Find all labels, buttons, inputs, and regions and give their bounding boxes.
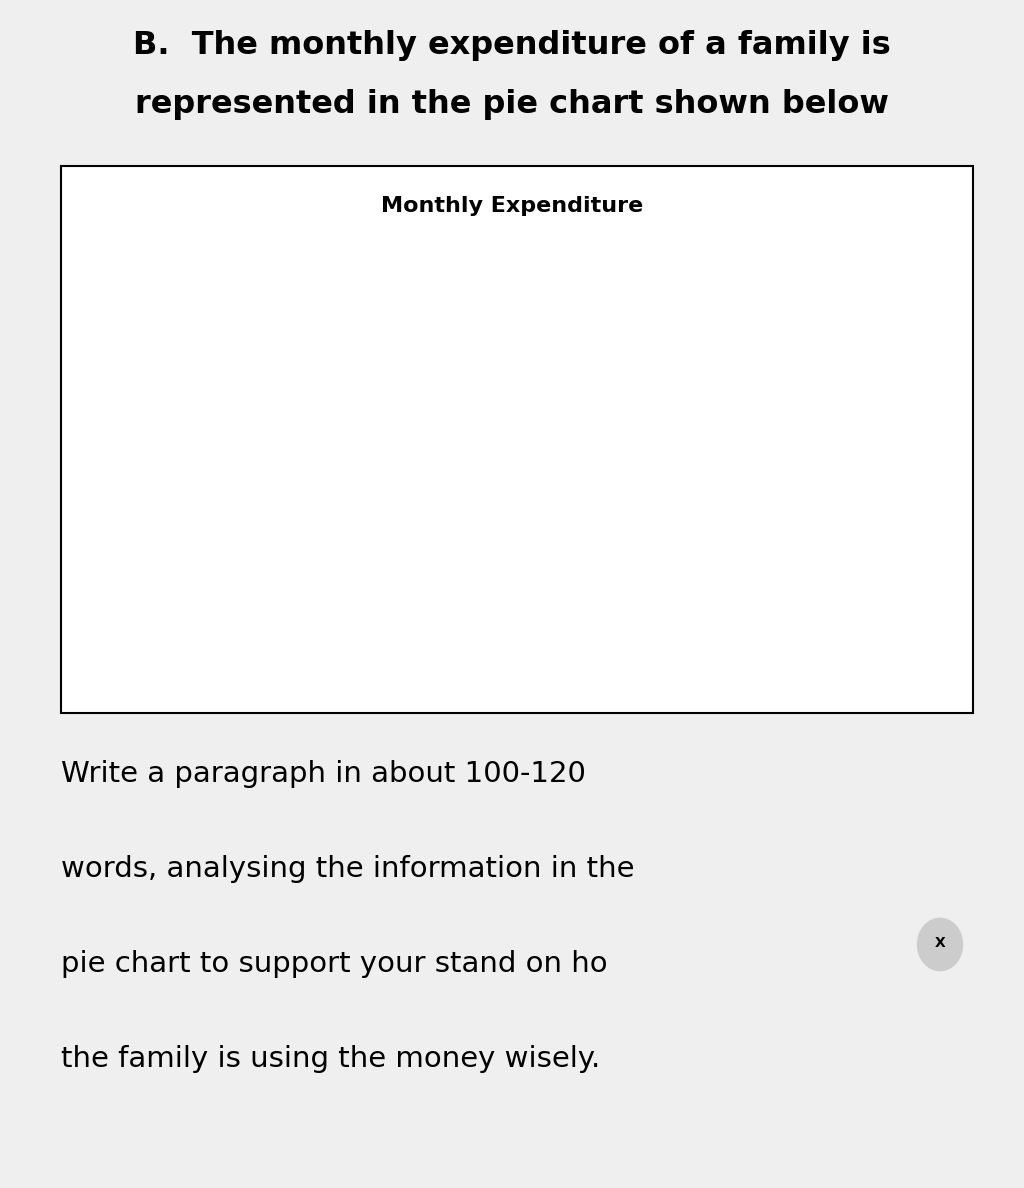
Text: Monthly Expenditure: Monthly Expenditure <box>381 196 643 216</box>
Text: 20: 20 <box>516 442 541 461</box>
Text: the family is using the money wisely.: the family is using the money wisely. <box>61 1045 601 1074</box>
Text: 5: 5 <box>517 398 529 416</box>
Wedge shape <box>174 296 323 451</box>
Text: 30: 30 <box>364 244 388 263</box>
Bar <box>596 539 653 592</box>
Bar <box>596 463 653 516</box>
Wedge shape <box>274 451 471 607</box>
Bar <box>596 311 653 364</box>
Text: 10: 10 <box>504 372 528 391</box>
Text: 10: 10 <box>488 339 513 358</box>
Wedge shape <box>167 403 323 451</box>
Text: Health care: Health care <box>666 404 778 423</box>
Text: words, analysing the information in the: words, analysing the information in the <box>61 855 635 884</box>
Wedge shape <box>197 451 323 600</box>
Bar <box>596 235 653 287</box>
Text: Transport: Transport <box>666 556 758 575</box>
Text: 25: 25 <box>450 290 474 309</box>
Bar <box>596 387 653 440</box>
Text: Write a paragraph in about 100-120: Write a paragraph in about 100-120 <box>61 760 587 789</box>
Text: X: X <box>935 936 945 950</box>
Text: Education: Education <box>666 328 763 347</box>
Wedge shape <box>323 296 478 500</box>
Text: Food: Food <box>666 252 713 271</box>
Text: B.  The monthly expenditure of a family is: B. The monthly expenditure of a family i… <box>133 30 891 61</box>
Bar <box>596 615 653 668</box>
Text: Miscellaneous: Miscellaneous <box>666 632 803 651</box>
Text: represented in the pie chart shown below: represented in the pie chart shown below <box>135 89 889 120</box>
Wedge shape <box>167 451 323 543</box>
Text: Rent: Rent <box>666 480 711 499</box>
Text: pie chart to support your stand on ho: pie chart to support your stand on ho <box>61 950 608 979</box>
